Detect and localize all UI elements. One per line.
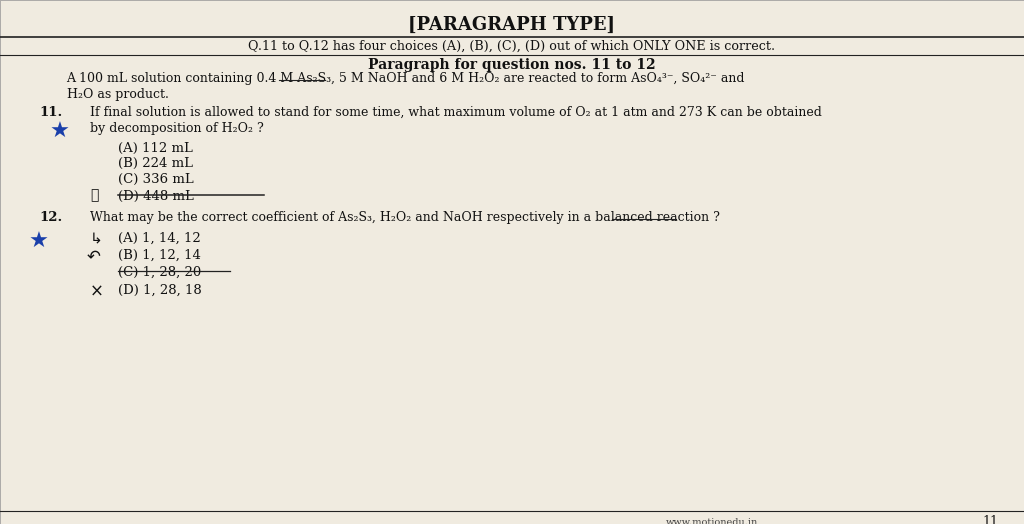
Text: If final solution is allowed to stand for some time, what maximum volume of O₂ a: If final solution is allowed to stand fo… (90, 106, 822, 119)
Text: [PARAGRAPH TYPE]: [PARAGRAPH TYPE] (409, 16, 615, 34)
Text: ↶: ↶ (87, 248, 101, 266)
Text: Paragraph for question nos. 11 to 12: Paragraph for question nos. 11 to 12 (369, 58, 655, 72)
Text: ★: ★ (49, 122, 70, 141)
Text: (C) 1, 28, 20: (C) 1, 28, 20 (118, 266, 201, 279)
Text: 11.: 11. (39, 106, 62, 119)
Text: 12.: 12. (39, 211, 62, 224)
Text: ↳: ↳ (90, 232, 102, 247)
Text: (A) 1, 14, 12: (A) 1, 14, 12 (118, 232, 201, 245)
Text: 11: 11 (982, 515, 998, 524)
Text: A 100 mL solution containing 0.4 M As₂S₃, 5 M NaOH and 6 M H₂O₂ are reacted to f: A 100 mL solution containing 0.4 M As₂S₃… (67, 72, 745, 85)
Text: (C) 336 mL: (C) 336 mL (118, 173, 194, 186)
Text: Q.11 to Q.12 has four choices (A), (B), (C), (D) out of which ONLY ONE is correc: Q.11 to Q.12 has four choices (A), (B), … (249, 39, 775, 52)
Text: H₂O as product.: H₂O as product. (67, 88, 168, 101)
Text: (D) 448 mL: (D) 448 mL (118, 190, 194, 203)
Text: (D) 1, 28, 18: (D) 1, 28, 18 (118, 284, 202, 297)
Text: www.motionedu.in: www.motionedu.in (666, 518, 758, 524)
Text: What may be the correct coefficient of As₂S₃, H₂O₂ and NaOH respectively in a ba: What may be the correct coefficient of A… (90, 211, 720, 224)
Text: ✓: ✓ (90, 188, 98, 202)
Text: ×: × (90, 283, 104, 301)
Text: (A) 112 mL: (A) 112 mL (118, 141, 193, 155)
Text: ★: ★ (29, 232, 49, 252)
Text: by decomposition of H₂O₂ ?: by decomposition of H₂O₂ ? (90, 122, 264, 135)
Text: (B) 224 mL: (B) 224 mL (118, 157, 193, 170)
Text: (B) 1, 12, 14: (B) 1, 12, 14 (118, 249, 201, 262)
